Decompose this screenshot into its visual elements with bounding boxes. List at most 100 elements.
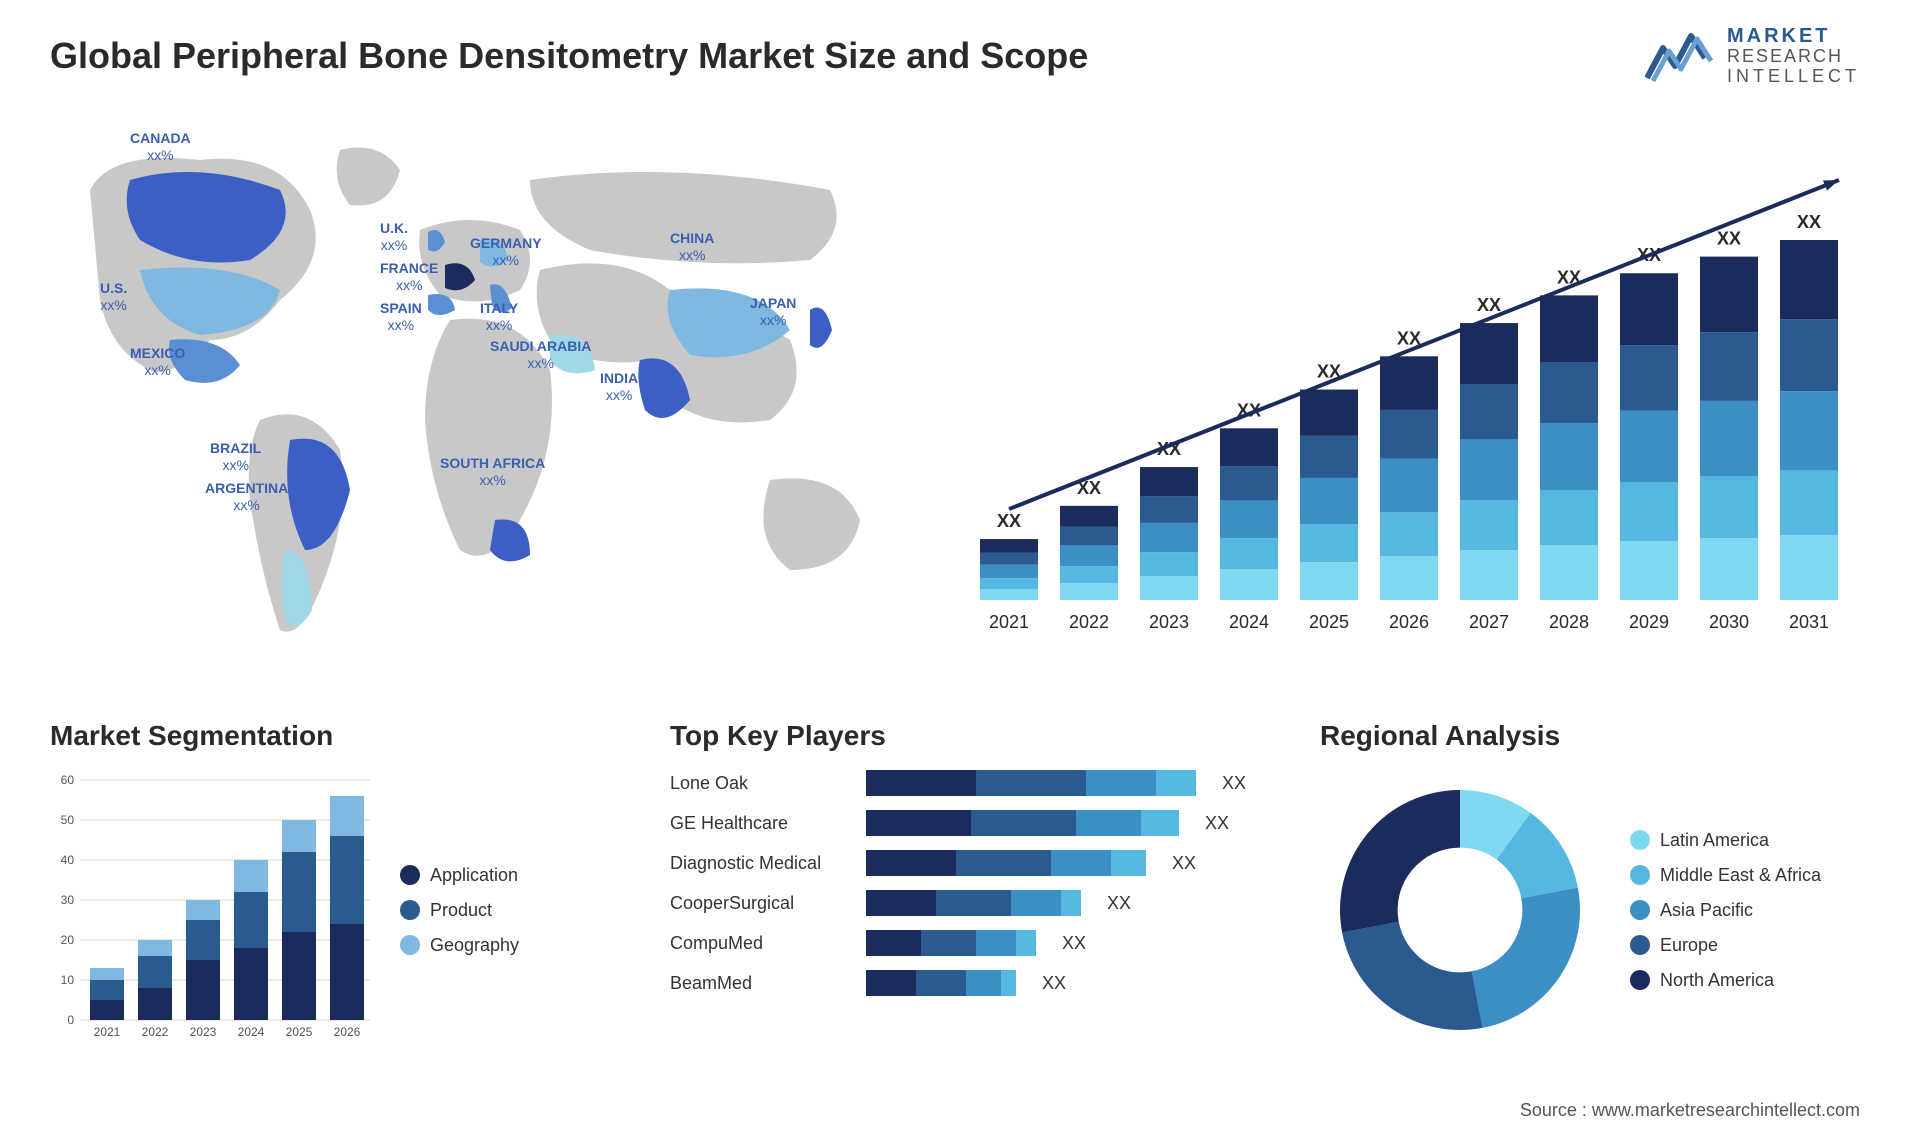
regional-title: Regional Analysis — [1320, 720, 1880, 752]
svg-text:2027: 2027 — [1469, 612, 1509, 632]
player-bar-segment — [916, 970, 966, 996]
player-name: BeamMed — [670, 973, 850, 994]
svg-text:2028: 2028 — [1549, 612, 1589, 632]
legend-label: Europe — [1660, 935, 1718, 956]
page-title: Global Peripheral Bone Densitometry Mark… — [50, 35, 1088, 77]
country-label: SPAINxx% — [380, 300, 422, 334]
player-bar — [866, 890, 1081, 916]
legend-swatch-icon — [1630, 830, 1650, 850]
svg-text:20: 20 — [61, 933, 75, 947]
player-row: GE HealthcareXX — [670, 810, 1270, 836]
country-label: U.S.xx% — [100, 280, 127, 314]
svg-text:0: 0 — [67, 1013, 74, 1027]
players-title: Top Key Players — [670, 720, 1270, 752]
segmentation-panel: Market Segmentation 01020304050602021202… — [50, 720, 610, 1050]
player-row: CooperSurgicalXX — [670, 890, 1270, 916]
country-label: MEXICOxx% — [130, 345, 185, 379]
player-bar-segment — [1156, 770, 1196, 796]
svg-text:XX: XX — [1797, 212, 1821, 232]
player-value: XX — [1062, 933, 1086, 954]
brand-logo: MARKET RESEARCH INTELLECT — [1645, 25, 1860, 87]
world-map-icon — [50, 120, 900, 670]
svg-text:2023: 2023 — [190, 1025, 217, 1039]
legend-label: Latin America — [1660, 830, 1769, 851]
player-bar-segment — [971, 810, 1076, 836]
country-label: SOUTH AFRICAxx% — [440, 455, 545, 489]
player-bar — [866, 770, 1196, 796]
player-bar-segment — [1001, 970, 1016, 996]
svg-text:30: 30 — [61, 893, 75, 907]
svg-text:2026: 2026 — [1389, 612, 1429, 632]
svg-text:XX: XX — [1477, 295, 1501, 315]
legend-item: Application — [400, 865, 519, 886]
svg-text:2022: 2022 — [1069, 612, 1109, 632]
svg-text:40: 40 — [61, 853, 75, 867]
player-bar-segment — [866, 890, 936, 916]
player-value: XX — [1205, 813, 1229, 834]
legend-item: Asia Pacific — [1630, 900, 1821, 921]
legend-item: Product — [400, 900, 519, 921]
player-bar-segment — [976, 930, 1016, 956]
player-bar-segment — [1076, 810, 1141, 836]
svg-text:2023: 2023 — [1149, 612, 1189, 632]
legend-item: Europe — [1630, 935, 1821, 956]
regional-panel: Regional Analysis Latin America Middle Ea… — [1320, 720, 1880, 1050]
legend-label: North America — [1660, 970, 1774, 991]
player-bar-segment — [866, 970, 916, 996]
player-bar-segment — [1016, 930, 1036, 956]
player-bar-segment — [1011, 890, 1061, 916]
source-text: Source : www.marketresearchintellect.com — [1520, 1100, 1860, 1121]
player-bar-segment — [921, 930, 976, 956]
players-panel: Top Key Players Lone OakXXGE HealthcareX… — [670, 720, 1270, 1010]
player-name: CompuMed — [670, 933, 850, 954]
player-bar — [866, 930, 1036, 956]
player-value: XX — [1042, 973, 1066, 994]
player-bar-segment — [956, 850, 1051, 876]
players-list: Lone OakXXGE HealthcareXXDiagnostic Medi… — [670, 770, 1270, 996]
svg-text:2031: 2031 — [1789, 612, 1829, 632]
growth-bar-chart: XX2021XX2022XX2023XX2024XX2025XX2026XX20… — [960, 170, 1860, 670]
segmentation-chart: 0102030405060202120222023202420252026 — [50, 770, 370, 1050]
country-label: FRANCExx% — [380, 260, 438, 294]
legend-swatch-icon — [400, 865, 420, 885]
country-label: SAUDI ARABIAxx% — [490, 338, 591, 372]
country-label: U.K.xx% — [380, 220, 408, 254]
svg-text:2024: 2024 — [238, 1025, 265, 1039]
player-name: Lone Oak — [670, 773, 850, 794]
player-bar-segment — [866, 770, 976, 796]
player-bar-segment — [1086, 770, 1156, 796]
legend-label: Geography — [430, 935, 519, 956]
player-bar-segment — [866, 850, 956, 876]
country-label: CHINAxx% — [670, 230, 714, 264]
legend-item: Geography — [400, 935, 519, 956]
player-bar-segment — [936, 890, 1011, 916]
legend-swatch-icon — [1630, 865, 1650, 885]
legend-swatch-icon — [400, 935, 420, 955]
legend-item: North America — [1630, 970, 1821, 991]
country-label: GERMANYxx% — [470, 235, 542, 269]
segmentation-title: Market Segmentation — [50, 720, 610, 752]
player-bar-segment — [1061, 890, 1081, 916]
legend-label: Asia Pacific — [1660, 900, 1753, 921]
svg-text:XX: XX — [1717, 229, 1741, 249]
player-bar-segment — [966, 970, 1001, 996]
legend-label: Application — [430, 865, 518, 886]
svg-text:2021: 2021 — [94, 1025, 121, 1039]
regional-donut-chart — [1320, 770, 1600, 1050]
legend-swatch-icon — [1630, 900, 1650, 920]
country-label: ITALYxx% — [480, 300, 518, 334]
player-row: CompuMed XX — [670, 930, 1270, 956]
logo-text-2: RESEARCH — [1727, 47, 1860, 67]
player-row: BeamMed XX — [670, 970, 1270, 996]
player-bar-segment — [1141, 810, 1179, 836]
player-name: Diagnostic Medical — [670, 853, 850, 874]
legend-swatch-icon — [1630, 970, 1650, 990]
logo-text-1: MARKET — [1727, 25, 1860, 47]
legend-label: Middle East & Africa — [1660, 865, 1821, 886]
player-bar-segment — [1051, 850, 1111, 876]
player-row: Lone OakXX — [670, 770, 1270, 796]
player-bar — [866, 850, 1146, 876]
player-row: Diagnostic MedicalXX — [670, 850, 1270, 876]
svg-text:2022: 2022 — [142, 1025, 169, 1039]
legend-swatch-icon — [400, 900, 420, 920]
